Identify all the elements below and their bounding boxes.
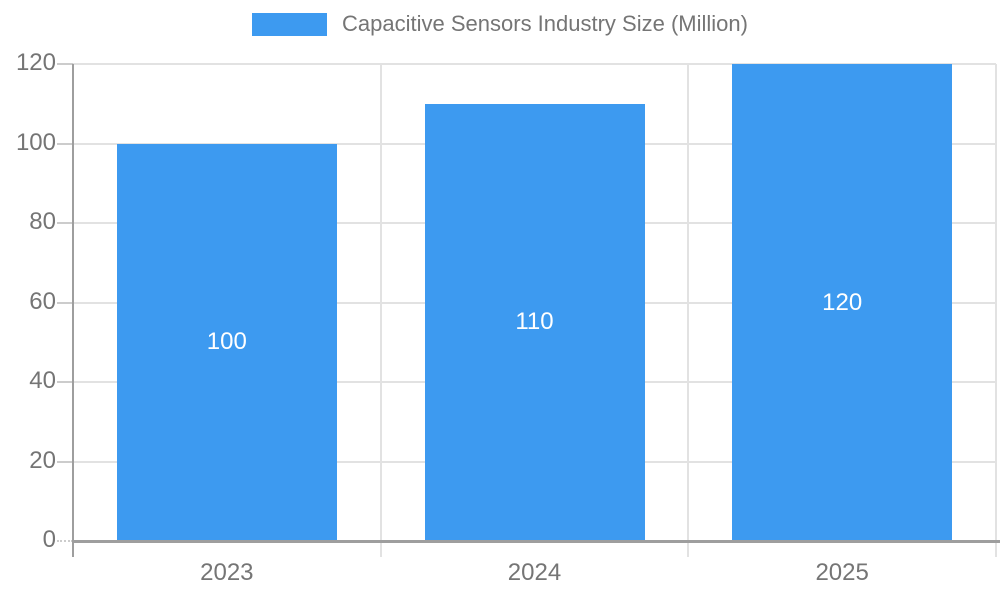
x-axis-label: 2023 [200, 559, 254, 586]
y-axis-label: 20 [29, 446, 56, 474]
x-axis-label: 2025 [815, 559, 869, 586]
y-axis-tick [57, 142, 73, 145]
legend-label: Capacitive Sensors Industry Size (Millio… [342, 11, 748, 36]
gridline [73, 63, 996, 65]
y-axis-tick [57, 301, 73, 304]
gridline [687, 64, 690, 557]
y-axis-label: 40 [29, 367, 56, 395]
y-axis-tick [57, 222, 73, 224]
y-axis-label: 0 [42, 526, 56, 554]
y-axis-tick [57, 63, 73, 65]
y-axis-label: 120 [15, 49, 56, 77]
bar-value-label: 100 [206, 328, 247, 356]
bar-2025[interactable] [732, 64, 953, 541]
x-axis-label: 2024 [507, 559, 562, 586]
y-axis-line [72, 64, 74, 557]
bar-value-label: 120 [822, 288, 863, 316]
y-axis-label: 100 [15, 128, 56, 156]
y-axis-tick [57, 460, 73, 463]
y-axis-label: 60 [29, 287, 56, 315]
bar-value-label: 110 [515, 308, 554, 336]
y-axis-tick [57, 381, 73, 383]
x-axis-line [72, 540, 1000, 543]
gridline [379, 64, 382, 557]
bar-2024[interactable] [424, 103, 645, 541]
y-axis-tick [57, 540, 73, 542]
legend[interactable]: Capacitive Sensors Industry Size (Millio… [0, 11, 1000, 37]
gridline [995, 64, 997, 557]
legend-swatch-icon [252, 12, 328, 36]
y-axis-label: 80 [29, 208, 56, 236]
bar-2023[interactable] [116, 143, 337, 541]
